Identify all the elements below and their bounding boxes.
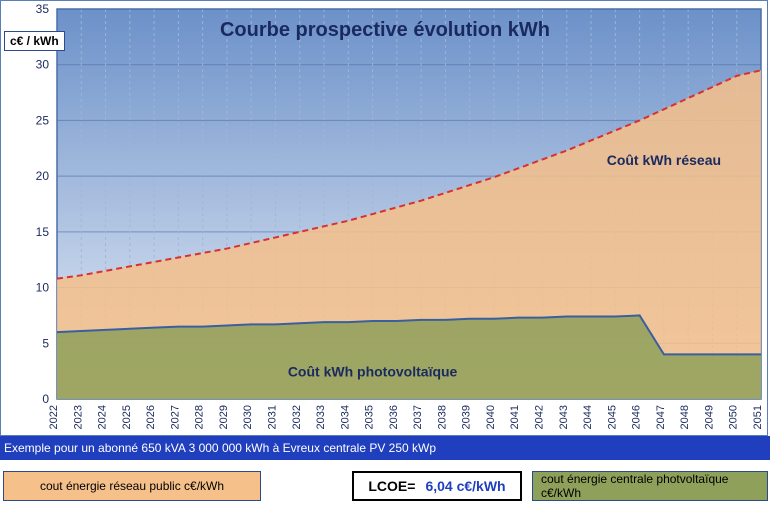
svg-text:30: 30 — [36, 58, 50, 72]
svg-text:2028: 2028 — [194, 405, 206, 429]
svg-text:2047: 2047 — [655, 405, 667, 429]
svg-text:25: 25 — [36, 113, 50, 127]
svg-text:20: 20 — [36, 169, 50, 183]
svg-text:2050: 2050 — [728, 405, 740, 429]
chart-svg: 0510152025303520222023202420252026202720… — [1, 1, 769, 437]
svg-text:2043: 2043 — [558, 405, 570, 429]
svg-text:2029: 2029 — [218, 405, 230, 429]
svg-text:2032: 2032 — [291, 405, 303, 429]
svg-text:2030: 2030 — [242, 405, 254, 429]
svg-text:2046: 2046 — [631, 405, 643, 429]
svg-text:10: 10 — [36, 281, 50, 295]
svg-text:Coût kWh photovoltaïque: Coût kWh photovoltaïque — [288, 364, 458, 380]
svg-text:2033: 2033 — [315, 405, 327, 429]
svg-text:Coût kWh réseau: Coût kWh réseau — [607, 152, 721, 168]
svg-text:2045: 2045 — [606, 405, 618, 429]
svg-text:2048: 2048 — [679, 405, 691, 429]
svg-text:2025: 2025 — [121, 405, 133, 429]
svg-text:2049: 2049 — [703, 405, 715, 429]
legend-pv-cost: cout énergie centrale photvoltaïque c€/k… — [532, 471, 768, 501]
svg-text:5: 5 — [42, 336, 49, 350]
svg-text:2042: 2042 — [534, 405, 546, 429]
svg-text:0: 0 — [42, 392, 49, 406]
svg-text:2039: 2039 — [461, 405, 473, 429]
svg-text:15: 15 — [36, 225, 50, 239]
svg-text:2026: 2026 — [145, 405, 157, 429]
svg-text:2022: 2022 — [48, 405, 60, 429]
legend-row: cout énergie réseau public c€/kWh LCOE= … — [0, 467, 770, 505]
lcoe-box: LCOE= 6,04 c€/kWh — [352, 471, 522, 501]
chart-frame: 0510152025303520222023202420252026202720… — [0, 0, 768, 436]
legend-grid-cost: cout énergie réseau public c€/kWh — [3, 471, 261, 501]
svg-text:2037: 2037 — [412, 405, 424, 429]
svg-text:2040: 2040 — [485, 405, 497, 429]
svg-text:2034: 2034 — [339, 405, 351, 429]
info-bar: Exemple pour un abonné 650 kVA 3 000 000… — [0, 436, 770, 460]
lcoe-label: LCOE= — [368, 478, 415, 494]
svg-text:2044: 2044 — [582, 405, 594, 429]
svg-text:2038: 2038 — [436, 405, 448, 429]
svg-text:2051: 2051 — [752, 405, 764, 429]
chart-title: Courbe prospective évolution kWh — [1, 19, 769, 42]
lcoe-value: 6,04 c€/kWh — [425, 478, 505, 494]
y-axis-unit-box: c€ / kWh — [4, 31, 65, 51]
svg-text:35: 35 — [36, 2, 50, 16]
svg-text:2035: 2035 — [364, 405, 376, 429]
svg-text:2024: 2024 — [97, 405, 109, 429]
svg-text:2041: 2041 — [509, 405, 521, 429]
svg-text:2027: 2027 — [169, 405, 181, 429]
svg-text:2023: 2023 — [72, 405, 84, 429]
svg-text:2036: 2036 — [388, 405, 400, 429]
svg-text:2031: 2031 — [266, 405, 278, 429]
